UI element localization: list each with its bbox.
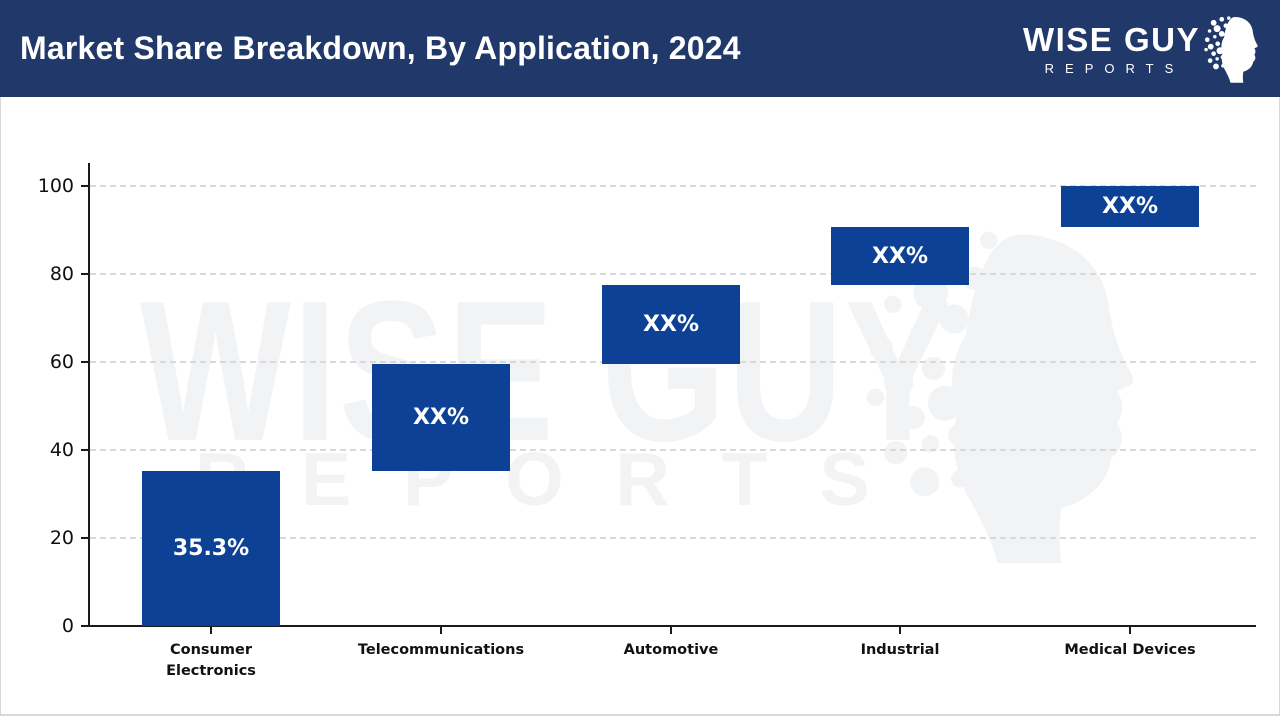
category-label-line: Consumer — [170, 642, 252, 658]
x-axis-category-label: Automotive — [556, 640, 786, 661]
waterfall-bar: XX% — [1061, 186, 1199, 228]
waterfall-bar: XX% — [602, 285, 740, 364]
y-axis-tick — [81, 449, 88, 451]
waterfall-bar: 35.3% — [142, 470, 280, 626]
logo-text: WISE GUY REPORTS — [1023, 23, 1200, 75]
gridline-80 — [90, 273, 1256, 275]
category-label-line: Automotive — [623, 642, 719, 658]
y-axis-tick — [81, 625, 88, 627]
gridline-40 — [90, 449, 1256, 451]
bar-value-label: XX% — [643, 312, 699, 338]
category-label-line: Electronics — [166, 663, 256, 679]
x-axis-category-label: Consumer Electronics — [96, 640, 326, 682]
watermark-subtitle: REPORTS — [195, 437, 922, 521]
logo-subtitle: REPORTS — [1044, 60, 1185, 76]
x-axis-tick — [440, 627, 442, 634]
x-axis-tick — [899, 627, 901, 634]
y-axis-tick-label: 80 — [49, 263, 74, 285]
x-axis-category-label: Industrial — [785, 640, 1015, 661]
y-axis-tick — [81, 537, 88, 539]
category-label-line: Telecommunications — [357, 642, 525, 658]
watermark-wordmark: WISE GUY — [140, 260, 953, 483]
left-edge-line — [0, 97, 1, 715]
bar-value-label: XX% — [872, 243, 928, 269]
bar-value-label: XX% — [1102, 194, 1158, 220]
x-axis-line — [87, 625, 1256, 627]
logo-head-icon — [1204, 15, 1258, 83]
y-axis-tick — [81, 361, 88, 363]
header-bar: Market Share Breakdown, By Application, … — [0, 0, 1280, 97]
y-axis-line — [88, 163, 90, 627]
y-axis-tick-label: 0 — [61, 615, 74, 637]
bar-value-label: XX% — [413, 404, 469, 430]
y-axis-tick — [81, 273, 88, 275]
y-axis-tick-label: 60 — [49, 351, 74, 373]
gridline-20 — [90, 537, 1256, 539]
category-label-line: Medical Devices — [1064, 642, 1196, 658]
y-axis-tick-label: 20 — [49, 527, 74, 549]
bar-value-label: 35.3% — [172, 535, 250, 561]
bottom-edge-line — [0, 714, 1280, 716]
y-axis-tick-label: 100 — [37, 175, 74, 197]
x-axis-tick — [1129, 627, 1131, 634]
waterfall-bar: XX% — [372, 363, 510, 471]
x-axis-category-label: Medical Devices — [1015, 640, 1245, 661]
wise-guy-logo: WISE GUY REPORTS — [1023, 14, 1266, 84]
category-label-line: Industrial — [860, 642, 940, 658]
x-axis-tick — [210, 627, 212, 634]
y-axis-tick-label: 40 — [49, 439, 74, 461]
watermark-head-icon — [866, 231, 1134, 564]
y-axis-tick — [81, 185, 88, 187]
page-title: Market Share Breakdown, By Application, … — [20, 30, 741, 66]
logo-wordmark: WISE GUY — [1022, 20, 1200, 58]
gridline-100 — [90, 185, 1256, 187]
x-axis-category-label: Telecommunications — [326, 640, 556, 661]
waterfall-bar: XX% — [831, 227, 969, 286]
x-axis-tick — [670, 627, 672, 634]
